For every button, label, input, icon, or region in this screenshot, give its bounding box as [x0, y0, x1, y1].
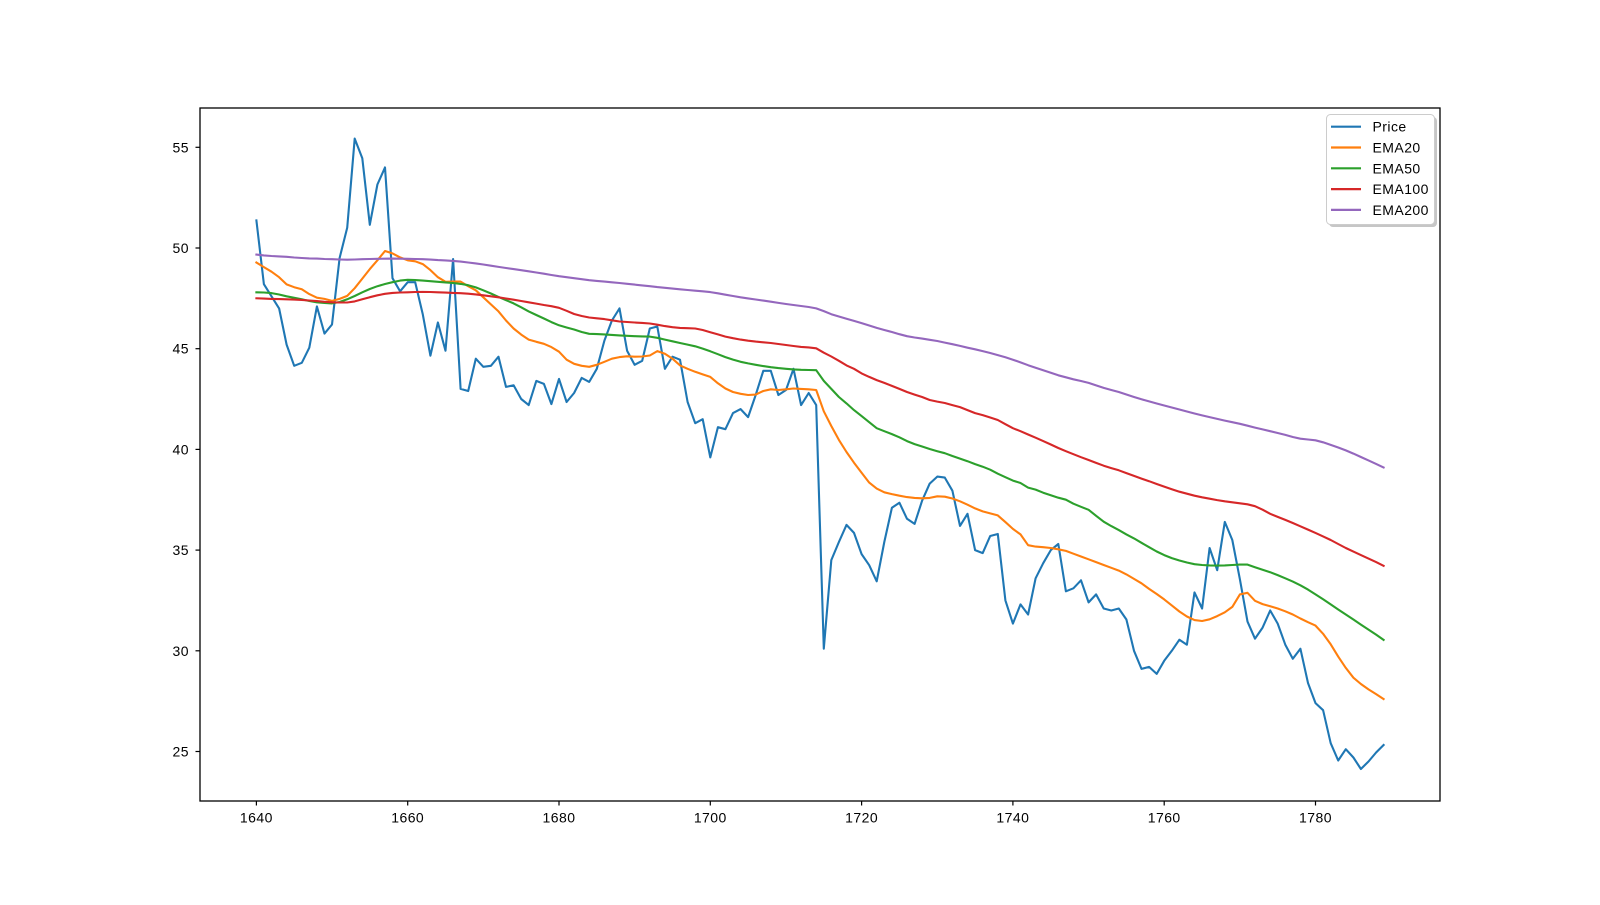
svg-text:EMA50: EMA50: [1373, 160, 1421, 176]
svg-text:EMA100: EMA100: [1373, 181, 1429, 197]
svg-text:25: 25: [173, 744, 189, 760]
svg-text:EMA200: EMA200: [1373, 202, 1429, 218]
svg-text:1660: 1660: [391, 810, 424, 826]
svg-text:1700: 1700: [694, 810, 727, 826]
svg-text:50: 50: [173, 240, 189, 256]
svg-text:1640: 1640: [240, 810, 273, 826]
svg-text:1720: 1720: [845, 810, 878, 826]
svg-text:1760: 1760: [1148, 810, 1181, 826]
svg-text:1680: 1680: [543, 810, 576, 826]
svg-text:1740: 1740: [996, 810, 1029, 826]
svg-text:EMA20: EMA20: [1373, 140, 1421, 156]
svg-text:30: 30: [173, 643, 189, 659]
svg-text:1780: 1780: [1299, 810, 1332, 826]
svg-text:Price: Price: [1373, 119, 1407, 135]
svg-text:45: 45: [173, 341, 189, 357]
svg-text:35: 35: [173, 542, 189, 558]
svg-text:40: 40: [173, 441, 189, 457]
svg-text:55: 55: [173, 139, 189, 155]
